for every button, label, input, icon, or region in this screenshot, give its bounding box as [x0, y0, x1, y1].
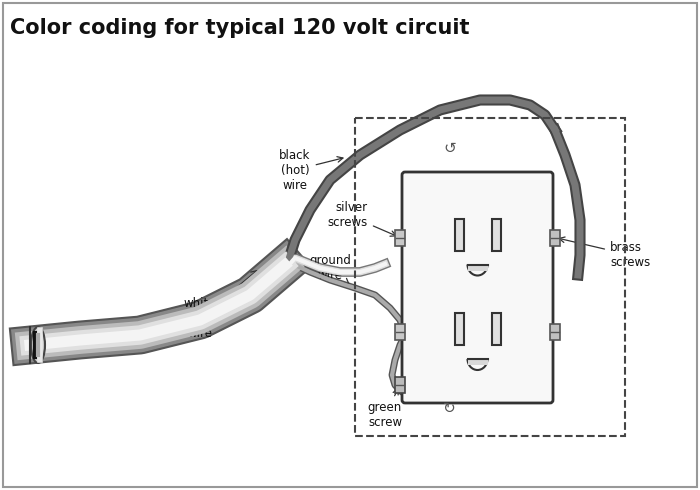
Bar: [395, 324, 405, 340]
Bar: [550, 324, 560, 340]
Text: white
(neutral)
wire: white (neutral) wire: [174, 270, 257, 340]
Text: silver
screws: silver screws: [328, 201, 396, 236]
Ellipse shape: [31, 327, 45, 363]
Text: ↺: ↺: [443, 141, 456, 155]
Bar: [454, 219, 463, 250]
Text: Color coding for typical 120 volt circuit: Color coding for typical 120 volt circui…: [10, 18, 470, 38]
Bar: [468, 359, 487, 365]
Bar: [550, 229, 560, 245]
Text: black
(hot)
wire: black (hot) wire: [279, 148, 343, 192]
Bar: [491, 219, 500, 250]
Text: ground
wire: ground wire: [309, 254, 351, 285]
Text: ↻: ↻: [443, 400, 456, 416]
Bar: [491, 313, 500, 345]
FancyBboxPatch shape: [402, 172, 553, 403]
Bar: [355, 118, 625, 436]
Bar: [468, 265, 487, 270]
Bar: [395, 229, 405, 245]
Bar: [454, 313, 463, 345]
Text: brass
screws: brass screws: [559, 237, 650, 269]
Bar: [395, 377, 405, 393]
Text: green
screw: green screw: [368, 389, 402, 429]
